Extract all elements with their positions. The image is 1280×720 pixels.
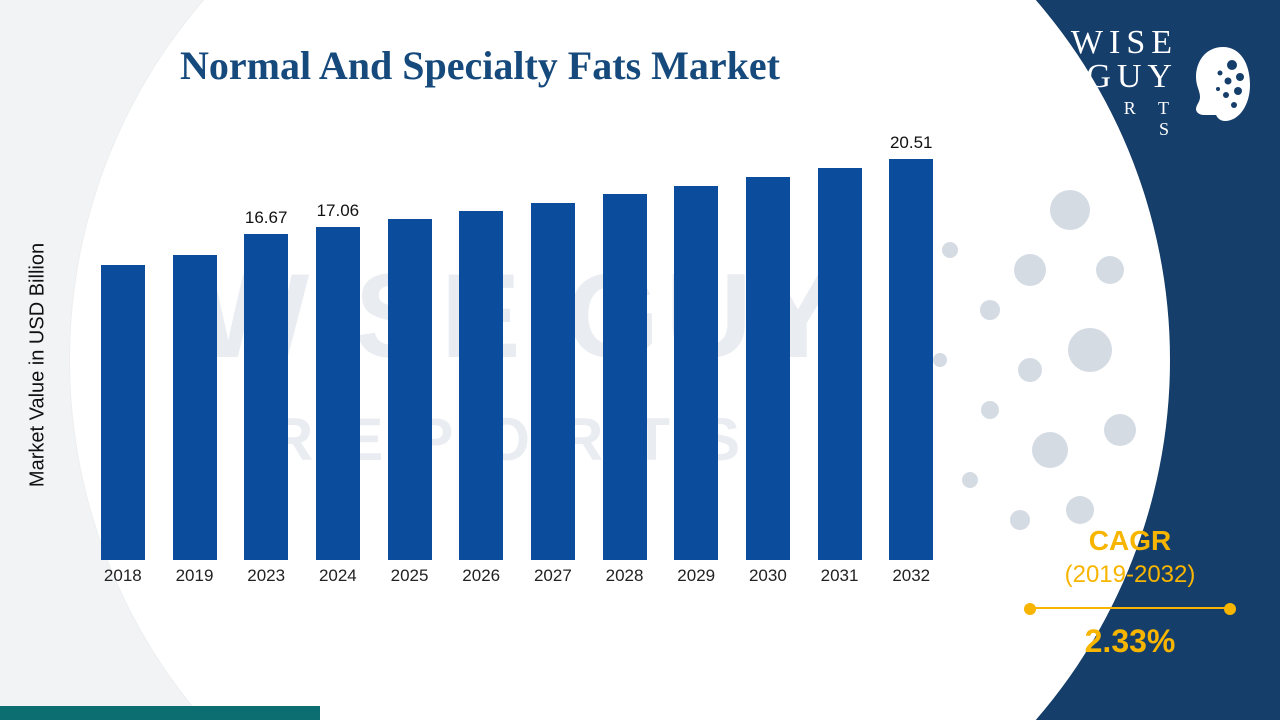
x-tick-label: 2031 <box>815 560 865 600</box>
x-axis-labels: 2018 2019 2023 2024 2025 2026 2027 2028 2029 2030… <box>96 560 938 600</box>
x-tick-label: 2029 <box>671 560 721 600</box>
bar-value-label: 20.51 <box>890 133 933 153</box>
bar-wrap <box>600 130 650 560</box>
bars-container: 16.67 17.06 20.51 <box>96 130 938 560</box>
bar <box>173 255 217 560</box>
bar: 16.67 <box>244 234 288 560</box>
brand-logo-text: WISE GUY R E P O R T S <box>982 26 1178 140</box>
bar <box>746 177 790 560</box>
bar: 20.51 <box>889 159 933 560</box>
ai-head-icon <box>1188 43 1258 123</box>
bar-value-label: 17.06 <box>317 201 360 221</box>
x-tick-label: 2032 <box>886 560 936 600</box>
chart-title: Normal And Specialty Fats Market <box>0 42 960 89</box>
x-tick-label: 2019 <box>170 560 220 600</box>
bar: 17.06 <box>316 227 360 560</box>
x-tick-label: 2024 <box>313 560 363 600</box>
bar-wrap: 20.51 <box>886 130 936 560</box>
x-tick-label: 2027 <box>528 560 578 600</box>
cagr-title: CAGR <box>980 525 1280 557</box>
bar-wrap <box>528 130 578 560</box>
bar-wrap: 17.06 <box>313 130 363 560</box>
bar-chart: Market Value in USD Billion 16.6717.0620… <box>38 130 938 600</box>
x-tick-label: 2018 <box>98 560 148 600</box>
y-axis-label: Market Value in USD Billion <box>27 155 50 575</box>
cagr-value: 2.33% <box>980 623 1280 660</box>
x-tick-label: 2030 <box>743 560 793 600</box>
cagr-divider <box>1030 607 1230 609</box>
bar <box>101 265 145 560</box>
brand-logo: WISE GUY R E P O R T S <box>982 26 1258 140</box>
cagr-block: CAGR (2019-2032) 2.33% <box>980 525 1280 660</box>
bar-wrap <box>170 130 220 560</box>
brand-name-top: WISE GUY <box>982 26 1178 94</box>
bar <box>603 194 647 560</box>
bar <box>388 219 432 560</box>
cagr-range: (2019-2032) <box>980 561 1280 589</box>
x-tick-label: 2023 <box>241 560 291 600</box>
x-tick-label: 2026 <box>456 560 506 600</box>
bar-wrap <box>815 130 865 560</box>
bar <box>674 186 718 560</box>
footer-accent-bar <box>0 706 320 720</box>
bar <box>459 211 503 560</box>
bar-wrap <box>456 130 506 560</box>
bar-wrap <box>743 130 793 560</box>
bar <box>818 168 862 560</box>
bar <box>531 203 575 560</box>
bar-value-label: 16.67 <box>245 208 288 228</box>
x-tick-label: 2025 <box>385 560 435 600</box>
brand-name-bottom: R E P O R T S <box>982 98 1178 140</box>
bar-wrap <box>98 130 148 560</box>
bar-wrap <box>671 130 721 560</box>
x-tick-label: 2028 <box>600 560 650 600</box>
bar-wrap: 16.67 <box>241 130 291 560</box>
plot-area: 16.67 17.06 20.51 <box>96 130 938 560</box>
stage: WISE GUY REPORTS Normal And Specialty Fa… <box>0 0 1280 720</box>
bar-wrap <box>385 130 435 560</box>
